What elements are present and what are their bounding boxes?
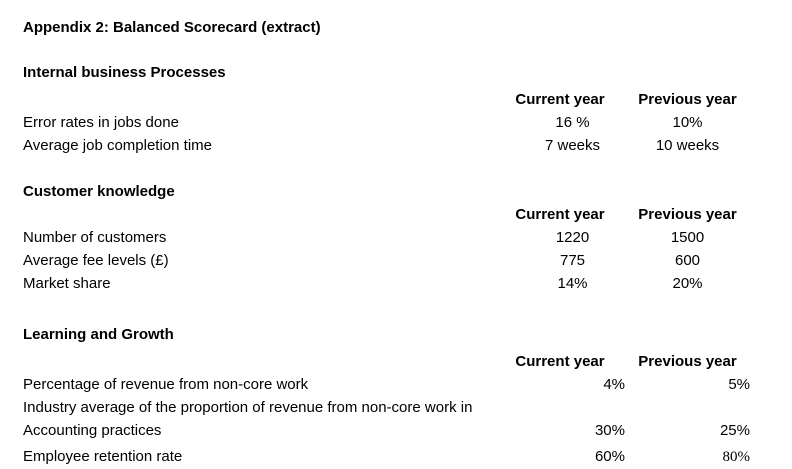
section-customer-knowledge: Customer knowledge Current year Previous… — [23, 180, 750, 295]
metric-label: Employee retention rate — [23, 448, 183, 465]
current-year-value: 1220 — [555, 229, 590, 246]
section-heading: Customer knowledge — [23, 183, 175, 200]
metric-label: Market share — [23, 275, 111, 292]
metric-row: Percentage of revenue from non-core work… — [23, 373, 750, 396]
current-year-value: 30% — [594, 422, 625, 439]
document: Appendix 2: Balanced Scorecard (extract)… — [23, 16, 750, 469]
section-heading: Internal business Processes — [23, 64, 226, 81]
previous-year-value: 25% — [719, 422, 750, 439]
previous-year-value: 5% — [728, 376, 750, 393]
metric-row: Accounting practices 30% 25% — [23, 419, 750, 442]
metric-label: Industry average of the proportion of re… — [23, 399, 473, 416]
metric-label: Accounting practices — [23, 422, 162, 439]
metric-label: Average fee levels (£) — [23, 252, 169, 269]
current-year-value: 60% — [594, 448, 625, 465]
column-header-row: Current year Previous year — [23, 88, 750, 111]
column-header-previous-year: Previous year — [638, 91, 737, 108]
previous-year-value: 1500 — [670, 229, 705, 246]
previous-year-value: 600 — [674, 252, 701, 269]
metric-row: Industry average of the proportion of re… — [23, 396, 750, 419]
section-learning-and-growth: Learning and Growth Current year Previou… — [23, 323, 750, 469]
metric-row: Average fee levels (£) 775 600 — [23, 249, 750, 272]
metric-row: Average job completion time 7 weeks 10 w… — [23, 134, 750, 157]
previous-year-value: 20% — [672, 275, 703, 292]
metric-label: Average job completion time — [23, 137, 212, 154]
column-header-previous-year: Previous year — [638, 353, 737, 370]
previous-year-value: 10% — [672, 114, 703, 131]
current-year-value: 14% — [557, 275, 588, 292]
metric-row: Number of customers 1220 1500 — [23, 226, 750, 249]
column-header-row: Current year Previous year — [23, 350, 750, 373]
column-header-current-year: Current year — [515, 91, 605, 108]
current-year-value: 7 weeks — [544, 137, 601, 154]
previous-year-value: 10 weeks — [655, 137, 720, 154]
section-internal-business-processes: Internal business Processes Current year… — [23, 61, 750, 157]
column-header-current-year: Current year — [515, 206, 605, 223]
metric-label: Error rates in jobs done — [23, 114, 179, 131]
metric-row: Employee retention rate 60% 80% — [23, 445, 750, 469]
section-heading: Learning and Growth — [23, 326, 174, 343]
current-year-value: 4% — [603, 376, 625, 393]
metric-label: Percentage of revenue from non-core work — [23, 376, 309, 393]
previous-year-value: 80% — [722, 449, 751, 465]
appendix-title: Appendix 2: Balanced Scorecard (extract) — [23, 19, 321, 36]
column-header-row: Current year Previous year — [23, 203, 750, 226]
metric-row: Market share 14% 20% — [23, 272, 750, 295]
column-header-current-year: Current year — [515, 353, 605, 370]
current-year-value: 16 % — [555, 114, 590, 131]
current-year-value: 775 — [559, 252, 586, 269]
column-header-previous-year: Previous year — [638, 206, 737, 223]
metric-row: Error rates in jobs done 16 % 10% — [23, 111, 750, 134]
metric-label: Number of customers — [23, 229, 167, 246]
